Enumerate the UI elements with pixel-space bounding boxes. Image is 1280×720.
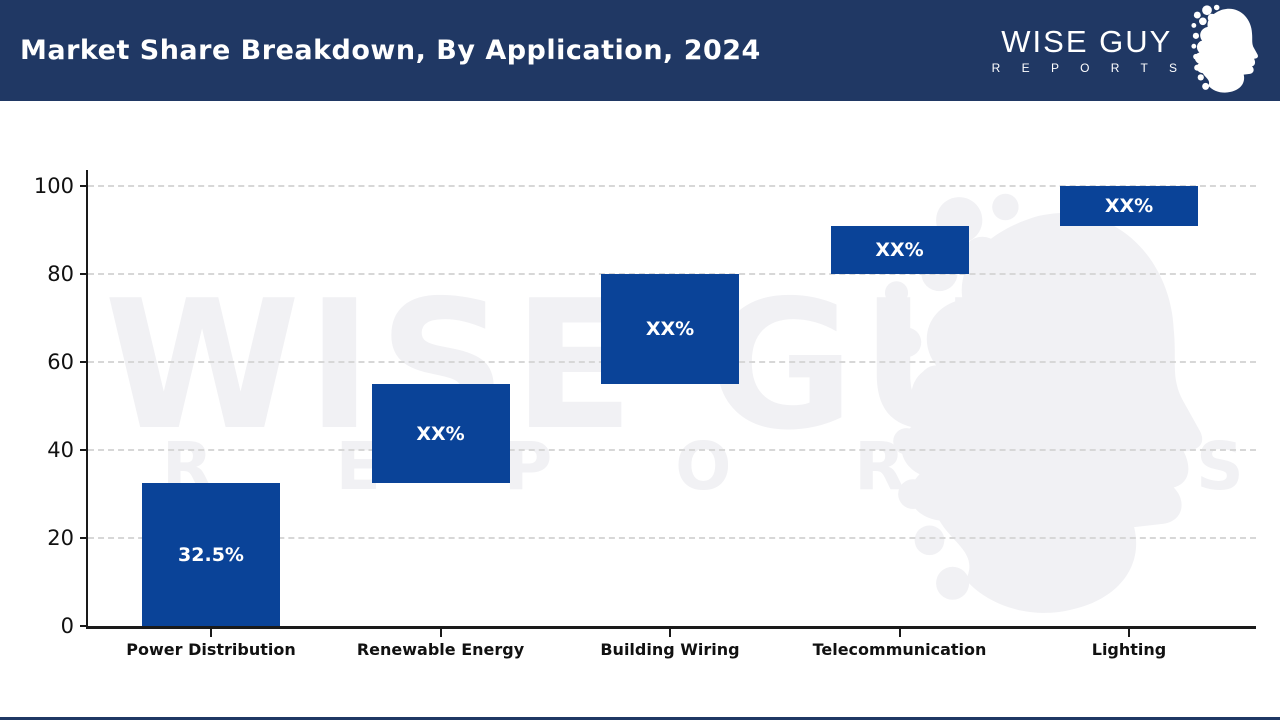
x-tick-label-building-wiring: Building Wiring bbox=[600, 640, 740, 659]
logo-text: WISE GUY R E P O R T S bbox=[988, 26, 1186, 75]
y-gridline bbox=[88, 537, 1256, 539]
y-tick-mark bbox=[80, 449, 88, 451]
head-profile-logo-icon bbox=[1182, 4, 1268, 98]
bar-building-wiring: XX% bbox=[601, 274, 739, 384]
x-axis-line bbox=[86, 626, 1256, 629]
header-band: Market Share Breakdown, By Application, … bbox=[0, 0, 1280, 101]
page-title: Market Share Breakdown, By Application, … bbox=[20, 35, 761, 66]
y-tick-mark bbox=[80, 185, 88, 187]
x-tick-mark bbox=[439, 629, 442, 637]
y-tick-label: 60 bbox=[47, 350, 74, 374]
y-gridline bbox=[88, 185, 1256, 187]
x-tick-mark bbox=[669, 629, 671, 637]
x-tick-label-telecommunication: Telecommunication bbox=[812, 640, 987, 659]
x-tick-mark bbox=[210, 629, 212, 637]
y-tick-label: 100 bbox=[33, 174, 74, 198]
y-tick-label: 0 bbox=[60, 614, 74, 638]
bar-value-label: 32.5% bbox=[178, 543, 244, 566]
y-gridline bbox=[88, 449, 1256, 451]
y-tick-label: 40 bbox=[47, 438, 74, 462]
y-tick-mark bbox=[80, 625, 88, 627]
bar-renewable-energy: XX% bbox=[371, 384, 510, 483]
wise-guy-logo: WISE GUY R E P O R T S bbox=[988, 4, 1280, 98]
y-tick-mark bbox=[80, 361, 88, 363]
bar-value-label: XX% bbox=[645, 318, 695, 340]
bar-value-label: XX% bbox=[416, 422, 465, 445]
logo-name-text: WISE GUY bbox=[1001, 24, 1173, 60]
logo-tagline-text: R E P O R T S bbox=[991, 60, 1186, 75]
y-tick-label: 20 bbox=[47, 526, 74, 550]
x-tick-label-power-distribution: Power Distribution bbox=[126, 640, 296, 659]
bar-power-distribution: 32.5% bbox=[142, 483, 280, 626]
x-tick-mark bbox=[1128, 629, 1130, 637]
bar-lighting: XX% bbox=[1060, 186, 1198, 226]
y-axis-line bbox=[86, 170, 88, 629]
y-tick-label: 80 bbox=[47, 262, 74, 286]
x-tick-label-lighting: Lighting bbox=[1091, 640, 1167, 659]
y-tick-mark bbox=[80, 537, 88, 539]
bar-value-label: XX% bbox=[1104, 194, 1154, 217]
bar-value-label: XX% bbox=[875, 238, 924, 261]
bar-telecommunication: XX% bbox=[830, 225, 969, 274]
head-profile-watermark-icon bbox=[880, 185, 1210, 629]
x-tick-mark bbox=[898, 629, 901, 637]
x-tick-label-renewable-energy: Renewable Energy bbox=[356, 640, 525, 659]
y-tick-mark bbox=[80, 273, 88, 275]
